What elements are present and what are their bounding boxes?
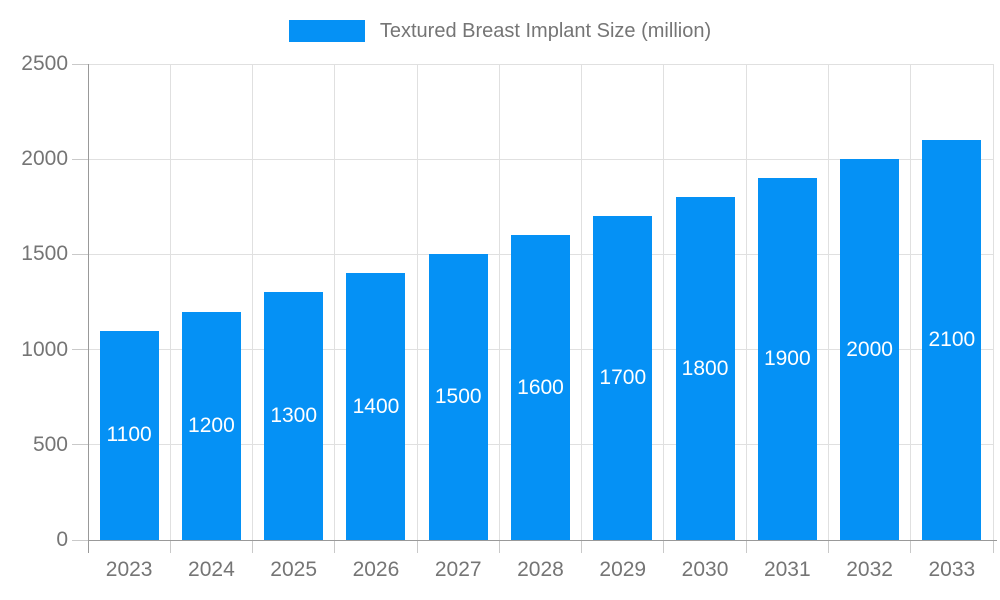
y-axis-label: 1500	[21, 242, 68, 266]
y-axis-tick	[72, 63, 88, 65]
bar[interactable]: 2000	[840, 159, 900, 540]
legend-item[interactable]: Textured Breast Implant Size (million)	[0, 16, 1000, 46]
bar-value-label: 2100	[928, 328, 976, 352]
horizontal-gridline	[88, 158, 993, 160]
y-axis-tick	[72, 253, 88, 255]
x-axis-label: 2026	[352, 558, 400, 581]
legend-swatch-icon	[288, 20, 365, 42]
vertical-gridline	[745, 64, 747, 540]
bar-value-label: 1900	[763, 347, 811, 371]
bar-value-label: 1200	[188, 413, 235, 437]
bar-value-label: 1100	[106, 423, 152, 447]
x-axis-tick	[581, 540, 583, 553]
x-axis-tick	[745, 540, 747, 553]
horizontal-gridline	[88, 63, 993, 65]
bar-value-label: 2000	[846, 337, 893, 361]
y-axis-label: 2000	[21, 147, 68, 171]
x-axis-tick	[252, 540, 254, 553]
y-axis-line	[87, 64, 89, 553]
bar[interactable]: 1100	[99, 330, 159, 540]
vertical-gridline	[910, 64, 912, 540]
vertical-gridline	[581, 64, 583, 540]
vertical-gridline	[252, 64, 254, 540]
bar[interactable]: 2100	[922, 140, 982, 540]
x-axis-line	[88, 539, 997, 541]
vertical-gridline	[663, 64, 665, 540]
y-axis-tick	[72, 444, 88, 446]
y-axis-label: 1000	[21, 337, 68, 361]
vertical-gridline	[827, 64, 829, 540]
x-axis-tick	[498, 540, 500, 553]
x-axis-label: 2024	[188, 558, 235, 581]
x-axis-label: 2023	[105, 558, 153, 581]
x-axis-label: 2032	[846, 558, 893, 581]
x-axis-tick	[663, 540, 665, 553]
x-axis-label: 2029	[599, 558, 647, 581]
x-axis-label: 2031	[763, 558, 811, 581]
bar[interactable]: 1800	[675, 197, 735, 540]
y-axis-tick	[72, 158, 88, 160]
x-axis-tick	[416, 540, 418, 553]
vertical-gridline	[169, 64, 171, 540]
y-axis-label: 2500	[21, 52, 68, 75]
bar[interactable]: 1600	[511, 235, 570, 540]
bar[interactable]: 1500	[428, 254, 488, 540]
vertical-gridline	[992, 64, 994, 540]
y-axis-label: 500	[32, 432, 68, 456]
vertical-gridline	[498, 64, 500, 540]
bar-value-label: 1600	[517, 375, 564, 399]
x-axis-tick	[334, 540, 336, 553]
x-axis-label: 2028	[517, 558, 564, 581]
y-axis-tick	[72, 539, 88, 541]
x-axis-tick	[910, 540, 912, 553]
bar[interactable]: 1700	[593, 216, 653, 540]
x-axis-tick	[827, 540, 829, 553]
bar[interactable]: 1200	[181, 311, 241, 540]
bar-value-label: 1700	[599, 366, 647, 390]
bar-value-label: 1400	[352, 394, 400, 418]
vertical-gridline	[334, 64, 336, 540]
vertical-gridline	[416, 64, 418, 540]
bar-value-label: 1300	[270, 404, 318, 428]
x-axis-label: 2030	[681, 558, 729, 581]
x-axis-tick	[169, 540, 171, 553]
y-axis-tick	[72, 349, 88, 351]
bar[interactable]: 1900	[757, 178, 817, 540]
x-axis-label: 2027	[434, 558, 482, 581]
x-axis-label: 2025	[270, 558, 318, 581]
x-axis-label: 2033	[928, 558, 976, 581]
x-axis-tick	[992, 540, 994, 553]
bar-value-label: 1800	[681, 356, 729, 380]
bar-value-label: 1500	[434, 385, 482, 409]
legend-label: Textured Breast Implant Size (million)	[379, 19, 712, 42]
bar[interactable]: 1400	[346, 273, 406, 540]
bar[interactable]: 1300	[264, 292, 324, 540]
y-axis-label: 0	[56, 528, 68, 551]
